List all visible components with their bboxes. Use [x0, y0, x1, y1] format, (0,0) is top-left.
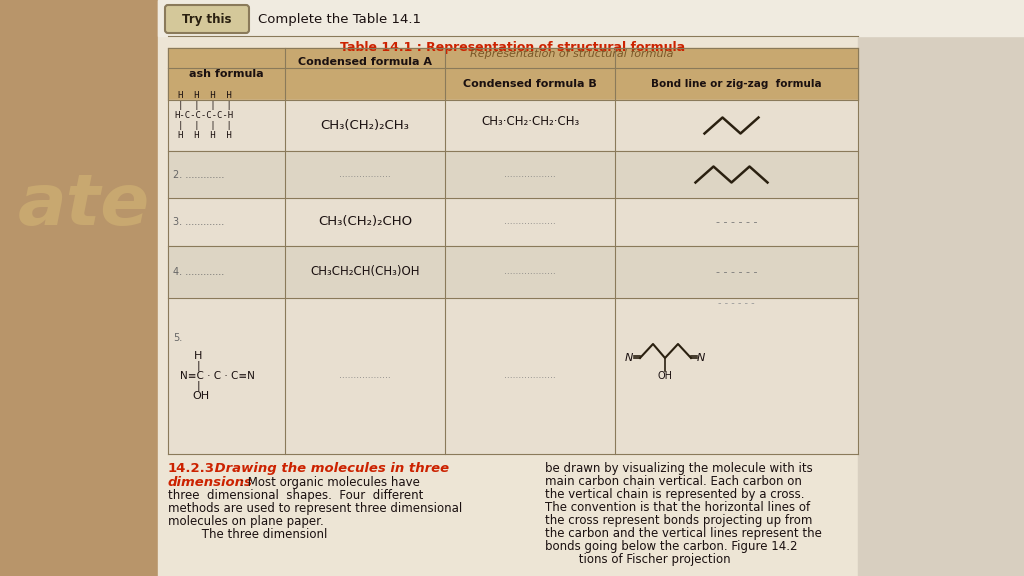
- Text: N: N: [625, 353, 633, 363]
- Text: - - - - - -: - - - - - -: [716, 267, 758, 277]
- Text: Bond line or zig-zag  formula: Bond line or zig-zag formula: [651, 79, 822, 89]
- Text: molecules on plane paper.: molecules on plane paper.: [168, 515, 324, 528]
- Text: |  |  |  |: | | | |: [178, 121, 231, 130]
- Bar: [168, 48, 858, 68]
- Bar: [0, 0, 160, 576]
- Text: dimensions: dimensions: [168, 476, 253, 489]
- Text: OH: OH: [657, 371, 673, 381]
- Text: ..................: ..................: [504, 218, 556, 226]
- Text: H-C-C-C-C-H: H-C-C-C-C-H: [174, 111, 233, 120]
- Text: three  dimensional  shapes.  Four  different: three dimensional shapes. Four different: [168, 489, 423, 502]
- Bar: [168, 246, 858, 298]
- Text: |  |  |  |: | | | |: [178, 101, 231, 110]
- Text: 5.: 5.: [173, 333, 182, 343]
- Text: N: N: [697, 353, 706, 363]
- Text: ..................: ..................: [504, 267, 556, 276]
- Bar: [168, 151, 858, 198]
- Text: ate: ate: [18, 172, 151, 241]
- Text: Condensed formula B: Condensed formula B: [463, 79, 597, 89]
- Text: H  H  H  H: H H H H: [178, 131, 231, 140]
- Text: ..................: ..................: [339, 372, 391, 381]
- Text: - - - - - -: - - - - - -: [718, 298, 755, 308]
- Text: Try this: Try this: [182, 13, 231, 25]
- Text: 4. .............: 4. .............: [173, 267, 224, 277]
- Text: main carbon chain vertical. Each carbon on: main carbon chain vertical. Each carbon …: [545, 475, 802, 488]
- Bar: [158, 0, 1024, 36]
- Text: tions of Fischer projection: tions of Fischer projection: [545, 553, 731, 566]
- Text: CH₃(CH₂)₂CHO: CH₃(CH₂)₂CHO: [317, 215, 412, 229]
- Text: |: |: [197, 361, 201, 372]
- Text: Representation of structural formula: Representation of structural formula: [470, 49, 673, 59]
- Text: be drawn by visualizing the molecule with its: be drawn by visualizing the molecule wit…: [545, 462, 813, 475]
- FancyBboxPatch shape: [165, 5, 249, 33]
- Bar: [158, 0, 858, 576]
- Text: the cross represent bonds projecting up from: the cross represent bonds projecting up …: [545, 514, 812, 527]
- Text: OH: OH: [193, 391, 209, 401]
- Text: CH₃(CH₂)₂CH₃: CH₃(CH₂)₂CH₃: [321, 119, 410, 132]
- Text: H: H: [194, 351, 203, 361]
- Text: 3. .............: 3. .............: [173, 217, 224, 227]
- Text: |: |: [197, 381, 201, 391]
- Text: the carbon and the vertical lines represent the: the carbon and the vertical lines repres…: [545, 527, 822, 540]
- Text: CH₃·CH₂·CH₂·CH₃: CH₃·CH₂·CH₂·CH₃: [481, 115, 580, 128]
- Text: - - - - - -: - - - - - -: [716, 217, 758, 227]
- Text: bonds going below the carbon. Figure 14.2: bonds going below the carbon. Figure 14.…: [545, 540, 798, 553]
- Bar: [168, 298, 858, 454]
- Text: Table 14.1 : Representation of structural formula: Table 14.1 : Representation of structura…: [340, 41, 685, 55]
- Text: Condensed formula A: Condensed formula A: [298, 57, 432, 67]
- Text: Complete the Table 14.1: Complete the Table 14.1: [258, 13, 421, 25]
- Text: methods are used to represent three dimensional: methods are used to represent three dime…: [168, 502, 462, 515]
- Text: ..................: ..................: [339, 170, 391, 179]
- Text: ..................: ..................: [504, 372, 556, 381]
- Bar: [858, 0, 1024, 576]
- Text: 14.2.3: 14.2.3: [168, 462, 215, 475]
- Text: H  H  H  H: H H H H: [178, 91, 231, 100]
- Bar: [168, 68, 858, 100]
- Text: ash formula: ash formula: [189, 69, 264, 79]
- Bar: [168, 100, 858, 151]
- Text: The three dimensionl: The three dimensionl: [168, 528, 328, 541]
- Text: the vertical chain is represented by a cross.: the vertical chain is represented by a c…: [545, 488, 805, 501]
- Text: 2. .............: 2. .............: [173, 169, 224, 180]
- Text: N≡C · C · C≡N: N≡C · C · C≡N: [180, 371, 255, 381]
- Text: CH₃CH₂CH(CH₃)OH: CH₃CH₂CH(CH₃)OH: [310, 266, 420, 279]
- Text: ..................: ..................: [504, 170, 556, 179]
- Text: Drawing the molecules in three: Drawing the molecules in three: [210, 462, 450, 475]
- Bar: [168, 198, 858, 246]
- Text: : Most organic molecules have: : Most organic molecules have: [240, 476, 420, 489]
- Text: The convention is that the horizontal lines of: The convention is that the horizontal li…: [545, 501, 810, 514]
